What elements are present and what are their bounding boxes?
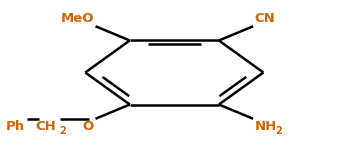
Text: NH: NH	[255, 120, 277, 133]
Text: 2: 2	[60, 126, 66, 136]
Text: Ph: Ph	[6, 120, 25, 133]
Text: CN: CN	[255, 12, 276, 25]
Text: MeO: MeO	[60, 12, 94, 25]
Text: O: O	[83, 120, 94, 133]
Text: CH: CH	[35, 120, 56, 133]
Text: 2: 2	[276, 126, 282, 136]
